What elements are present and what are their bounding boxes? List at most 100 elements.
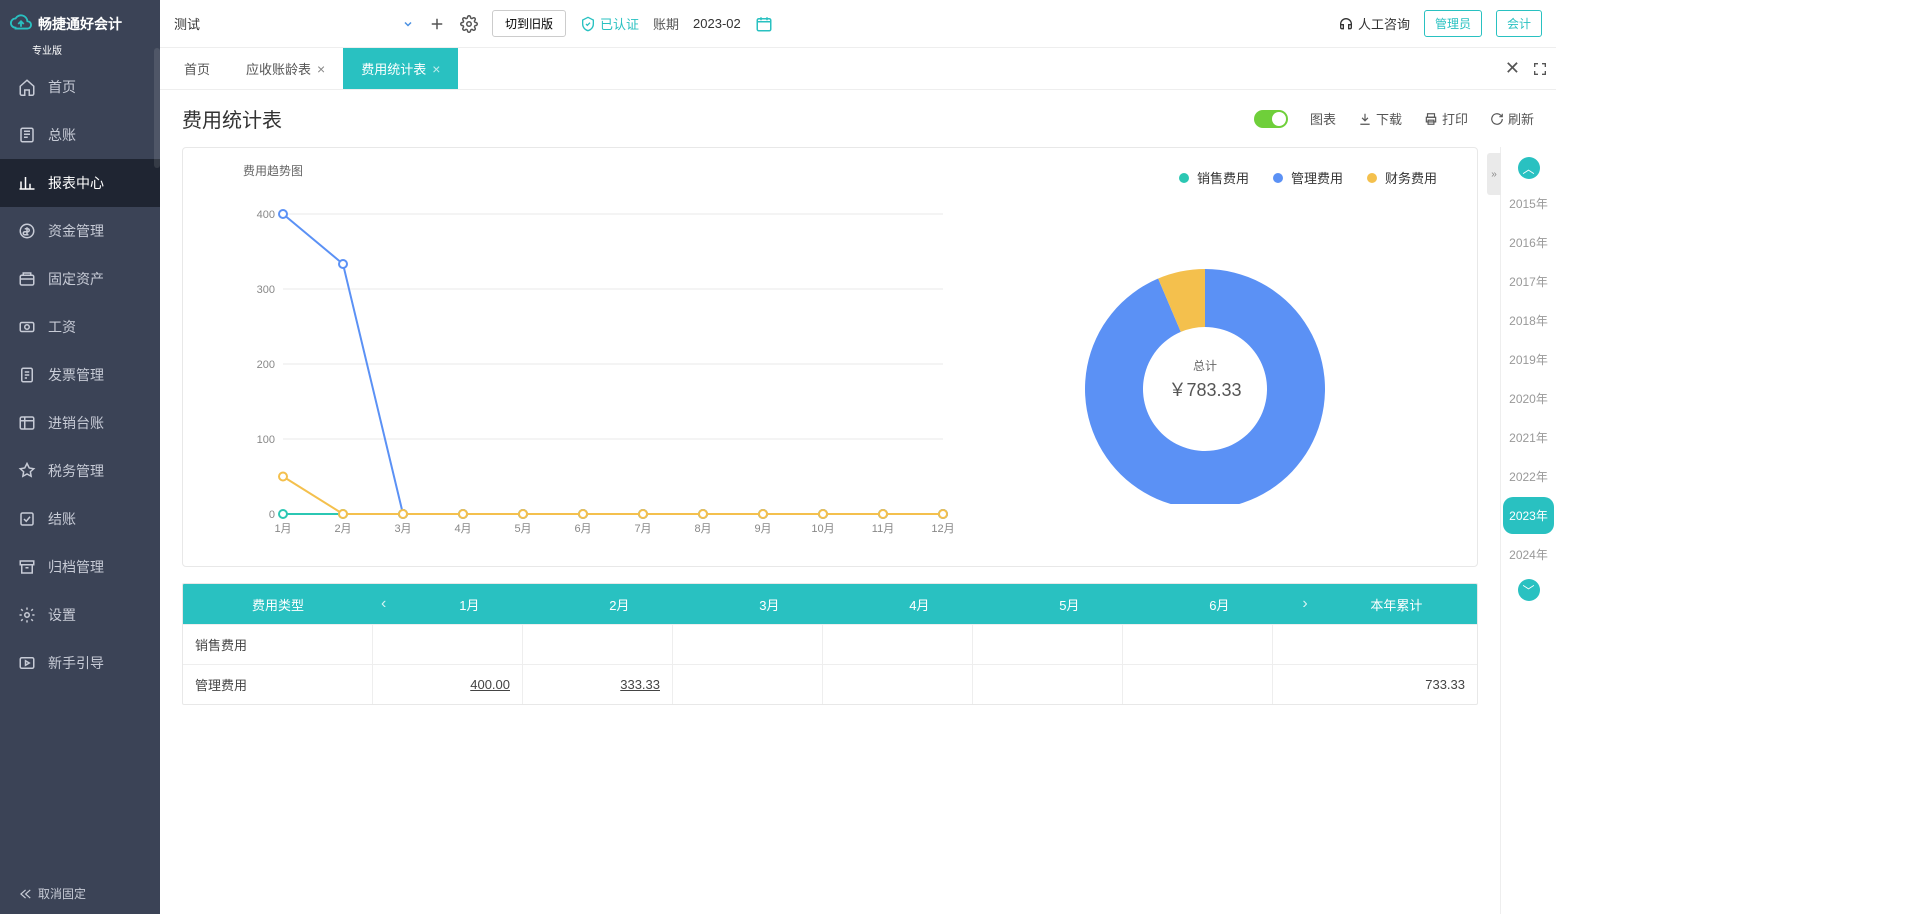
company-selector[interactable]: 测试 bbox=[174, 14, 414, 33]
print-label: 打印 bbox=[1442, 109, 1468, 128]
sidebar-item-3[interactable]: 资金管理 bbox=[0, 207, 160, 255]
year-item[interactable]: 2020年 bbox=[1503, 380, 1554, 417]
print-button[interactable]: 打印 bbox=[1424, 109, 1468, 128]
donut-center-value: ￥783.33 bbox=[1168, 376, 1241, 402]
td-month bbox=[823, 665, 973, 704]
year-item[interactable]: 2022年 bbox=[1503, 458, 1554, 495]
refresh-icon bbox=[1490, 112, 1504, 126]
tax-icon bbox=[18, 462, 36, 480]
year-item[interactable]: 2016年 bbox=[1503, 224, 1554, 261]
download-label: 下载 bbox=[1376, 109, 1402, 128]
salary-icon bbox=[18, 318, 36, 336]
sidebar-item-2[interactable]: 报表中心 bbox=[0, 159, 160, 207]
verified-label: 已认证 bbox=[600, 14, 639, 33]
sidebar-item-label: 固定资产 bbox=[48, 269, 104, 289]
td-total: 733.33 bbox=[1273, 665, 1477, 704]
tab-close-all-icon[interactable]: ✕ bbox=[1505, 58, 1520, 79]
td-month bbox=[973, 625, 1123, 664]
report-icon bbox=[18, 174, 36, 192]
td-month bbox=[1123, 625, 1273, 664]
chevron-down-icon bbox=[402, 18, 414, 30]
ledger-icon bbox=[18, 126, 36, 144]
td-month[interactable]: 400.00 bbox=[373, 665, 523, 704]
page-title: 费用统计表 bbox=[182, 104, 282, 133]
sidebar-nav: 首页总账报表中心资金管理固定资产工资发票管理进销台账税务管理结账归档管理设置新手… bbox=[0, 63, 160, 873]
sidebar-unpin[interactable]: 取消固定 bbox=[0, 873, 160, 914]
tab-close-icon[interactable]: × bbox=[317, 61, 325, 77]
sidebar-item-7[interactable]: 进销台账 bbox=[0, 399, 160, 447]
archive-icon bbox=[18, 558, 36, 576]
year-panel: » ︿2015年2016年2017年2018年2019年2020年2021年20… bbox=[1500, 147, 1556, 914]
svg-text:2月: 2月 bbox=[334, 523, 351, 535]
year-down-icon[interactable]: ﹀ bbox=[1518, 579, 1540, 601]
svg-text:300: 300 bbox=[257, 284, 275, 296]
svg-text:7月: 7月 bbox=[634, 523, 651, 535]
verified-badge: 已认证 bbox=[580, 14, 639, 33]
sidebar-item-9[interactable]: 结账 bbox=[0, 495, 160, 543]
tab-2[interactable]: 费用统计表× bbox=[343, 48, 458, 89]
year-item[interactable]: 2019年 bbox=[1503, 341, 1554, 378]
tab-1[interactable]: 应收账龄表 × bbox=[228, 48, 343, 89]
support-button[interactable]: 人工咨询 bbox=[1338, 14, 1410, 33]
year-item[interactable]: 2021年 bbox=[1503, 419, 1554, 456]
sidebar-item-label: 发票管理 bbox=[48, 365, 104, 385]
sidebar-item-8[interactable]: 税务管理 bbox=[0, 447, 160, 495]
year-item[interactable]: 2017年 bbox=[1503, 263, 1554, 300]
year-up-icon[interactable]: ︿ bbox=[1518, 157, 1540, 179]
year-panel-collapse[interactable]: » bbox=[1487, 153, 1501, 195]
gear-icon[interactable] bbox=[460, 15, 478, 33]
sidebar-item-label: 归档管理 bbox=[48, 557, 104, 577]
sidebar-item-12[interactable]: 新手引导 bbox=[0, 639, 160, 687]
sidebar-item-10[interactable]: 归档管理 bbox=[0, 543, 160, 591]
admin-button[interactable]: 管理员 bbox=[1424, 10, 1482, 37]
refresh-button[interactable]: 刷新 bbox=[1490, 109, 1534, 128]
stock-icon bbox=[18, 414, 36, 432]
download-button[interactable]: 下载 bbox=[1358, 109, 1402, 128]
td-name: 管理费用 bbox=[183, 665, 373, 704]
sidebar-item-0[interactable]: 首页 bbox=[0, 63, 160, 111]
period-label: 账期 bbox=[653, 14, 679, 33]
svg-text:6月: 6月 bbox=[574, 523, 591, 535]
year-item[interactable]: 2024年 bbox=[1503, 536, 1554, 573]
calendar-icon[interactable] bbox=[755, 15, 773, 33]
table-next-icon[interactable]: › bbox=[1294, 595, 1315, 613]
donut-chart: 总计 ￥783.33 bbox=[973, 162, 1437, 556]
td-month bbox=[373, 625, 523, 664]
th-total: 本年累计 bbox=[1316, 595, 1477, 614]
download-icon bbox=[1358, 112, 1372, 126]
year-item[interactable]: 2023年 bbox=[1503, 497, 1554, 534]
svg-text:9月: 9月 bbox=[754, 523, 771, 535]
sidebar-item-6[interactable]: 发票管理 bbox=[0, 351, 160, 399]
brand-logo: 畅捷通好会计 bbox=[0, 0, 160, 48]
tab-0[interactable]: 首页 bbox=[166, 48, 228, 89]
close-icon bbox=[18, 510, 36, 528]
table-prev-icon[interactable]: ‹ bbox=[373, 595, 394, 613]
tab-label: 首页 bbox=[184, 59, 210, 78]
role-button[interactable]: 会计 bbox=[1496, 10, 1542, 37]
chart-toggle[interactable] bbox=[1254, 110, 1288, 128]
svg-text:4月: 4月 bbox=[454, 523, 471, 535]
th-month: 4月 bbox=[844, 595, 994, 614]
line-chart: 01002003004001月2月3月4月5月6月7月8月9月10月11月12月 bbox=[223, 162, 953, 556]
fullscreen-icon[interactable] bbox=[1532, 61, 1548, 77]
svg-text:200: 200 bbox=[257, 359, 275, 371]
donut-center-label: 总计 bbox=[1168, 357, 1241, 374]
plus-icon[interactable] bbox=[428, 15, 446, 33]
sidebar-item-label: 总账 bbox=[48, 125, 76, 145]
sidebar-item-5[interactable]: 工资 bbox=[0, 303, 160, 351]
page-header: 费用统计表 图表 下载 打印 刷新 bbox=[160, 90, 1556, 147]
headset-icon bbox=[1338, 16, 1354, 32]
year-item[interactable]: 2018年 bbox=[1503, 302, 1554, 339]
sidebar-item-1[interactable]: 总账 bbox=[0, 111, 160, 159]
switch-old-button[interactable]: 切到旧版 bbox=[492, 10, 566, 37]
th-month: 1月 bbox=[394, 595, 544, 614]
refresh-label: 刷新 bbox=[1508, 109, 1534, 128]
sidebar-item-4[interactable]: 固定资产 bbox=[0, 255, 160, 303]
tab-label: 应收账龄表 bbox=[246, 59, 311, 78]
year-item[interactable]: 2015年 bbox=[1503, 185, 1554, 222]
th-month: 3月 bbox=[694, 595, 844, 614]
sidebar-item-11[interactable]: 设置 bbox=[0, 591, 160, 639]
tab-close-icon[interactable]: × bbox=[432, 61, 440, 77]
td-month[interactable]: 333.33 bbox=[523, 665, 673, 704]
td-month bbox=[673, 665, 823, 704]
